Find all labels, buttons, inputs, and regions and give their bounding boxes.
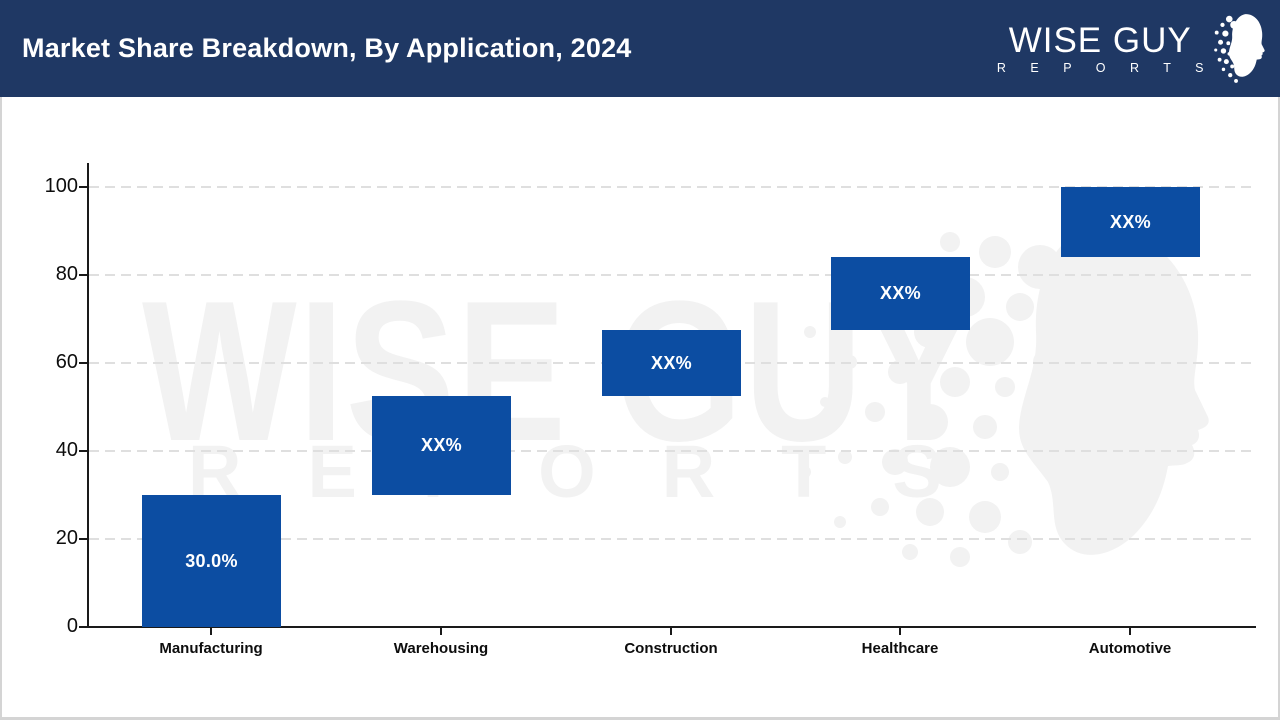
gridline-80 xyxy=(89,274,1256,276)
brand-name: WISE GUY xyxy=(1008,20,1192,60)
y-tick-mark-20 xyxy=(79,538,88,540)
page-border-right xyxy=(1278,97,1280,720)
bar-value-label-healthcare: XX% xyxy=(880,283,921,303)
x-tick-mark-warehousing xyxy=(440,628,442,635)
bar-healthcare: XX% xyxy=(831,257,970,330)
y-tick-label-0: 0 xyxy=(66,615,78,637)
bar-warehousing: XX% xyxy=(372,396,511,495)
x-tick-mark-automotive xyxy=(1129,628,1131,635)
y-tick-mark-60 xyxy=(79,362,88,364)
y-axis-line xyxy=(87,163,89,628)
x-tick-mark-construction xyxy=(670,628,672,635)
brand-logo: WISE GUY R E P O R T S xyxy=(986,9,1280,89)
y-tick-mark-80 xyxy=(79,274,88,276)
x-axis-label-manufacturing: Manufacturing xyxy=(159,640,263,657)
bar-value-label-manufacturing: 30.0% xyxy=(185,550,238,571)
y-tick-label-20: 20 xyxy=(55,527,78,549)
watermark-text-line2: REPORTS xyxy=(188,430,1008,513)
bar-value-label-construction: XX% xyxy=(651,352,692,373)
header-bar: Market Share Breakdown, By Application, … xyxy=(0,0,1280,97)
y-tick-label-60: 60 xyxy=(55,351,78,373)
page-border-left xyxy=(0,97,2,720)
y-tick-label-80: 80 xyxy=(55,263,78,285)
chart-title: Market Share Breakdown, By Application, … xyxy=(22,33,632,63)
x-axis-label-construction: Construction xyxy=(624,640,718,657)
gridline-100 xyxy=(89,186,1256,188)
bar-manufacturing: 30.0% xyxy=(142,495,281,627)
y-tick-mark-0 xyxy=(79,626,88,628)
y-tick-label-100: 100 xyxy=(44,175,78,197)
x-axis-label-automotive: Automotive xyxy=(1088,640,1172,657)
x-axis-label-healthcare: Healthcare xyxy=(861,640,939,657)
brand-head-icon xyxy=(1214,13,1265,83)
x-axis-label-warehousing: Warehousing xyxy=(393,640,489,657)
y-tick-mark-100 xyxy=(79,186,88,188)
x-tick-mark-healthcare xyxy=(899,628,901,635)
y-tick-mark-40 xyxy=(79,450,88,452)
bar-value-label-automotive: XX% xyxy=(1110,211,1151,232)
brand-logo-text: WISE GUY R E P O R T S xyxy=(986,20,1214,75)
bar-construction: XX% xyxy=(602,330,741,396)
gridline-40 xyxy=(89,450,1256,452)
bar-automotive: XX% xyxy=(1061,187,1200,257)
x-tick-mark-manufacturing xyxy=(210,628,212,635)
y-tick-label-40: 40 xyxy=(55,439,78,461)
x-axis-line xyxy=(87,626,1256,628)
brand-subname: R E P O R T S xyxy=(996,60,1214,75)
page-border-bottom xyxy=(0,717,1280,720)
gridline-20 xyxy=(89,538,1256,540)
bar-value-label-warehousing: XX% xyxy=(421,435,462,455)
